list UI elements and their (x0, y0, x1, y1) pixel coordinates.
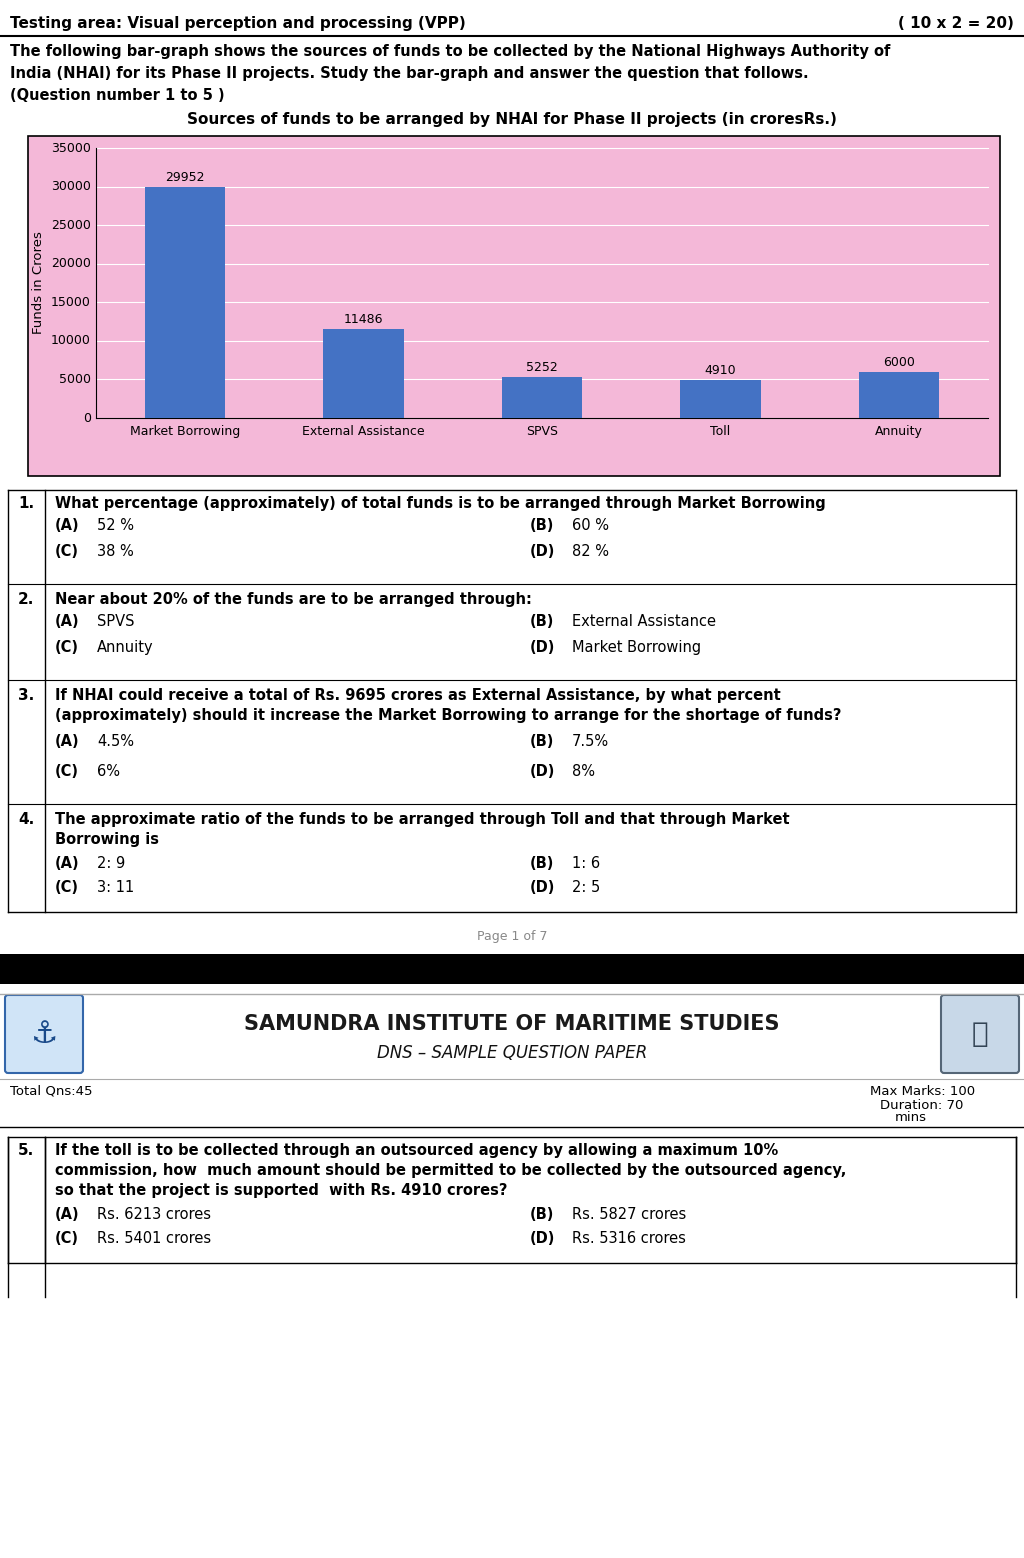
Text: Page 1 of 7: Page 1 of 7 (477, 930, 547, 943)
Text: (C): (C) (55, 544, 79, 559)
Text: 0: 0 (83, 411, 91, 424)
Bar (680, 380, 761, 418)
Text: Annuity: Annuity (874, 425, 923, 438)
Text: (A): (A) (55, 614, 80, 629)
Text: 5000: 5000 (59, 372, 91, 386)
Text: 7.5%: 7.5% (572, 734, 609, 749)
Text: (A): (A) (55, 855, 80, 871)
Text: External Assistance: External Assistance (572, 614, 716, 629)
Text: SAMUNDRA INSTITUTE OF MARITIME STUDIES: SAMUNDRA INSTITUTE OF MARITIME STUDIES (245, 1014, 779, 1035)
Text: Annuity: Annuity (97, 640, 154, 654)
Text: Market Borrowing: Market Borrowing (572, 640, 701, 654)
Text: (B): (B) (530, 614, 554, 629)
Text: SPVS: SPVS (97, 614, 134, 629)
Text: (A): (A) (55, 734, 80, 749)
Text: 11486: 11486 (344, 313, 383, 326)
Text: 5.: 5. (18, 1144, 34, 1158)
Text: 3.: 3. (18, 689, 34, 703)
Text: 29952: 29952 (166, 171, 205, 184)
Text: 52 %: 52 % (97, 517, 134, 533)
Text: (B): (B) (530, 734, 554, 749)
Text: 6%: 6% (97, 763, 120, 779)
Text: (Question number 1 to 5 ): (Question number 1 to 5 ) (10, 87, 224, 103)
Text: (C): (C) (55, 763, 79, 779)
Text: Duration: 70: Duration: 70 (880, 1098, 964, 1112)
Text: (C): (C) (55, 640, 79, 654)
Text: Market Borrowing: Market Borrowing (130, 425, 241, 438)
Text: commission, how  much amount should be permitted to be collected by the outsourc: commission, how much amount should be pe… (55, 1162, 847, 1178)
Text: Near about 20% of the funds are to be arranged through:: Near about 20% of the funds are to be ar… (55, 592, 531, 608)
Text: 3: 11: 3: 11 (97, 880, 134, 894)
Text: DNS – SAMPLE QUESTION PAPER: DNS – SAMPLE QUESTION PAPER (377, 1044, 647, 1063)
Text: 4.: 4. (18, 812, 34, 827)
Bar (859, 372, 939, 418)
Text: (D): (D) (530, 544, 555, 559)
Text: India (NHAI) for its Phase II projects. Study the bar-graph and answer the quest: India (NHAI) for its Phase II projects. … (10, 65, 809, 81)
Text: Total Qns:45: Total Qns:45 (10, 1084, 92, 1098)
Text: 30000: 30000 (51, 181, 91, 193)
Text: 8%: 8% (572, 763, 595, 779)
Text: (B): (B) (530, 1207, 554, 1221)
Text: 2: 9: 2: 9 (97, 855, 125, 871)
Text: 10000: 10000 (51, 335, 91, 347)
Text: (A): (A) (55, 517, 80, 533)
Text: 5252: 5252 (526, 361, 558, 374)
Text: SPVS: SPVS (526, 425, 558, 438)
Text: (approximately) should it increase the Market Borrowing to arrange for the short: (approximately) should it increase the M… (55, 707, 842, 723)
Text: ( 10 x 2 = 20): ( 10 x 2 = 20) (898, 16, 1014, 31)
FancyBboxPatch shape (5, 996, 83, 1073)
Text: If the toll is to be collected through an outsourced agency by allowing a maximu: If the toll is to be collected through a… (55, 1144, 778, 1158)
Text: (B): (B) (530, 517, 554, 533)
Bar (28, 136, 1000, 477)
Text: Testing area: Visual perception and processing (VPP): Testing area: Visual perception and proc… (10, 16, 466, 31)
Text: Rs. 6213 crores: Rs. 6213 crores (97, 1207, 211, 1221)
Text: mins: mins (895, 1111, 927, 1123)
Text: Rs. 5827 crores: Rs. 5827 crores (572, 1207, 686, 1221)
Text: 25000: 25000 (51, 218, 91, 232)
Text: 1.: 1. (18, 495, 34, 511)
Text: Rs. 5401 crores: Rs. 5401 crores (97, 1231, 211, 1246)
Bar (324, 329, 403, 418)
Text: The approximate ratio of the funds to be arranged through Toll and that through : The approximate ratio of the funds to be… (55, 812, 790, 827)
Text: ⛵: ⛵ (972, 1020, 988, 1049)
Text: (D): (D) (530, 640, 555, 654)
Bar (145, 187, 225, 418)
Text: Toll: Toll (711, 425, 730, 438)
Text: (D): (D) (530, 880, 555, 894)
Text: The following bar-graph shows the sources of funds to be collected by the Nation: The following bar-graph shows the source… (10, 44, 891, 59)
Text: 4.5%: 4.5% (97, 734, 134, 749)
Text: 60 %: 60 % (572, 517, 609, 533)
Text: (C): (C) (55, 1231, 79, 1246)
Text: (B): (B) (530, 855, 554, 871)
Text: 4910: 4910 (705, 365, 736, 377)
Text: Funds in Crores: Funds in Crores (32, 232, 44, 335)
Bar (502, 377, 582, 418)
Text: Sources of funds to be arranged by NHAI for Phase II projects (in croresRs.): Sources of funds to be arranged by NHAI … (187, 112, 837, 128)
Text: ⚓: ⚓ (31, 1019, 57, 1049)
Text: so that the project is supported  with Rs. 4910 crores?: so that the project is supported with Rs… (55, 1183, 508, 1198)
Text: 2.: 2. (18, 592, 35, 608)
Text: 6000: 6000 (883, 355, 914, 369)
Text: Rs. 5316 crores: Rs. 5316 crores (572, 1231, 686, 1246)
Text: What percentage (approximately) of total funds is to be arranged through Market : What percentage (approximately) of total… (55, 495, 825, 511)
Text: 15000: 15000 (51, 296, 91, 308)
Text: 82 %: 82 % (572, 544, 609, 559)
Text: (D): (D) (530, 1231, 555, 1246)
Text: 20000: 20000 (51, 257, 91, 270)
Bar (0, 953, 1024, 985)
Text: Max Marks: 100: Max Marks: 100 (870, 1084, 975, 1098)
FancyBboxPatch shape (941, 996, 1019, 1073)
Text: 2: 5: 2: 5 (572, 880, 600, 894)
Text: 38 %: 38 % (97, 544, 134, 559)
Text: 35000: 35000 (51, 142, 91, 154)
Text: Borrowing is: Borrowing is (55, 832, 159, 848)
Text: (C): (C) (55, 880, 79, 894)
Text: External Assistance: External Assistance (302, 425, 425, 438)
Text: (D): (D) (530, 763, 555, 779)
Text: (A): (A) (55, 1207, 80, 1221)
Text: 1: 6: 1: 6 (572, 855, 600, 871)
Text: If NHAI could receive a total of Rs. 9695 crores as External Assistance, by what: If NHAI could receive a total of Rs. 969… (55, 689, 780, 703)
